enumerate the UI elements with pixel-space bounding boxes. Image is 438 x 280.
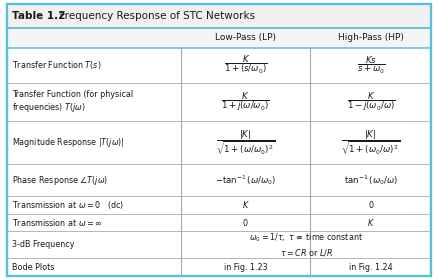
Text: $\dfrac{K}{1 + (s/\omega_0)}$: $\dfrac{K}{1 + (s/\omega_0)}$	[224, 54, 267, 76]
Text: $0$: $0$	[367, 199, 374, 210]
Text: 3-dB Frequency: 3-dB Frequency	[12, 240, 74, 249]
Text: Transfer Function (for physical
frequencies) $T(j\omega)$: Transfer Function (for physical frequenc…	[12, 90, 133, 114]
Text: Table 1.2: Table 1.2	[12, 11, 65, 21]
Text: Transfer Function $T(s)$: Transfer Function $T(s)$	[12, 59, 101, 71]
Text: $\dfrac{K}{1 + j(\omega/\omega_0)}$: $\dfrac{K}{1 + j(\omega/\omega_0)}$	[221, 90, 270, 113]
Text: $\omega_0 = 1/\tau,\ \tau \equiv$ time constant
$\tau = CR$ or $L/R$: $\omega_0 = 1/\tau,\ \tau \equiv$ time c…	[249, 232, 363, 258]
Text: $\dfrac{|K|}{\sqrt{1 + (\omega/\omega_0)^2}}$: $\dfrac{|K|}{\sqrt{1 + (\omega/\omega_0)…	[216, 129, 275, 157]
Text: Low-Pass (LP): Low-Pass (LP)	[215, 33, 276, 42]
Text: $-\tan^{-1}(\omega/\omega_0)$: $-\tan^{-1}(\omega/\omega_0)$	[215, 173, 276, 187]
Text: Frequency Response of STC Networks: Frequency Response of STC Networks	[53, 11, 255, 21]
Text: Transmission at $\omega = \infty$: Transmission at $\omega = \infty$	[12, 217, 102, 228]
Text: in Fig. 1.24: in Fig. 1.24	[349, 263, 393, 272]
Bar	[7, 4, 431, 28]
Text: High-Pass (HP): High-Pass (HP)	[338, 33, 404, 42]
Text: $\dfrac{K}{1 - j(\omega_0/\omega)}$: $\dfrac{K}{1 - j(\omega_0/\omega)}$	[346, 90, 395, 113]
Text: $\tan^{-1}(\omega_0/\omega)$: $\tan^{-1}(\omega_0/\omega)$	[344, 173, 398, 187]
Text: $K$: $K$	[242, 199, 250, 210]
Text: Bode Plots: Bode Plots	[12, 263, 54, 272]
Text: $0$: $0$	[242, 217, 249, 228]
Text: $\dfrac{Ks}{s + \omega_0}$: $\dfrac{Ks}{s + \omega_0}$	[357, 55, 385, 76]
Bar	[7, 28, 431, 48]
Text: in Fig. 1.23: in Fig. 1.23	[224, 263, 267, 272]
Text: $\dfrac{|K|}{\sqrt{1 + (\omega_0/\omega)^2}}$: $\dfrac{|K|}{\sqrt{1 + (\omega_0/\omega)…	[341, 129, 400, 157]
Text: $K$: $K$	[367, 217, 375, 228]
Text: Phase Response $\angle T(j\omega)$: Phase Response $\angle T(j\omega)$	[12, 174, 108, 186]
Text: Magnitude Response $|T(j\omega)|$: Magnitude Response $|T(j\omega)|$	[12, 136, 124, 149]
Text: Transmission at $\omega = 0$   (dc): Transmission at $\omega = 0$ (dc)	[12, 199, 124, 211]
